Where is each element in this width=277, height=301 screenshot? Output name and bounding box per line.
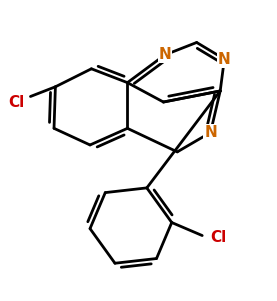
Text: N: N: [218, 51, 231, 67]
Text: Cl: Cl: [211, 230, 227, 245]
Text: Cl: Cl: [9, 95, 25, 110]
Text: N: N: [158, 48, 171, 62]
Text: N: N: [204, 125, 217, 140]
